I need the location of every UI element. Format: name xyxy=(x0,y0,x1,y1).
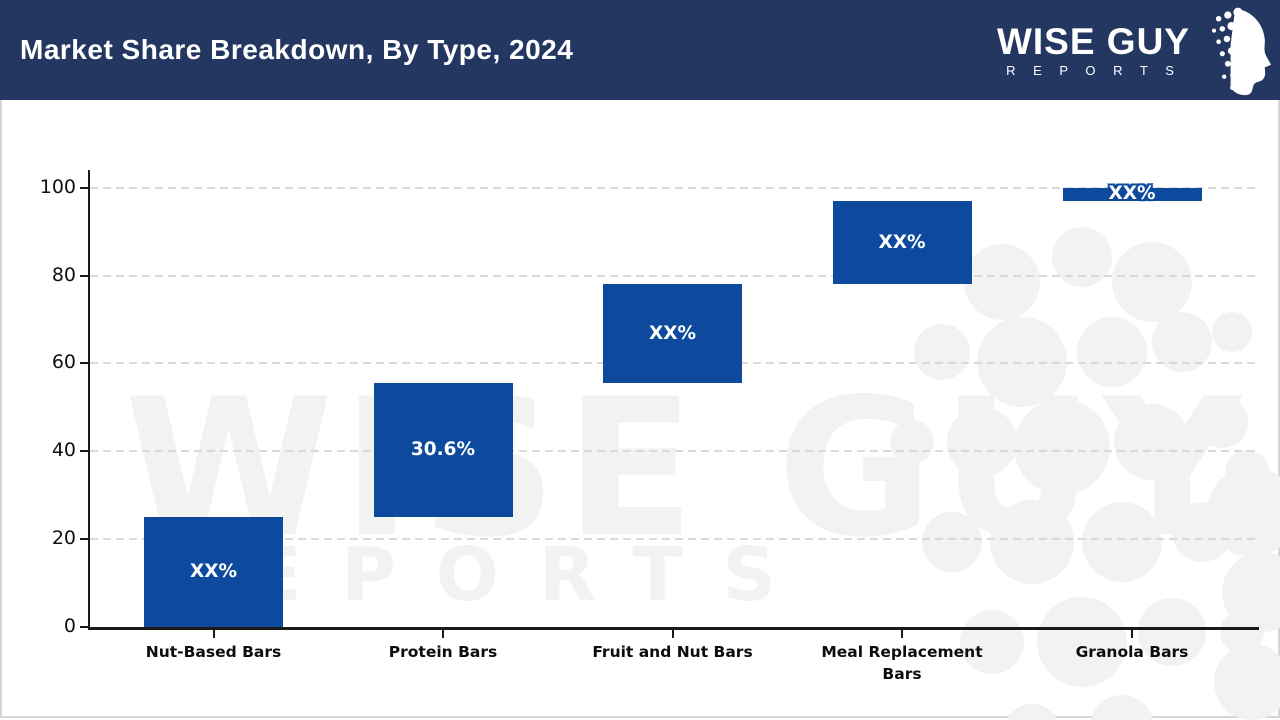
category-label: Granola Bars xyxy=(1075,643,1189,661)
bar-value-label: XX% xyxy=(189,561,238,583)
chart-area: WISE GUY REPORTS 0 20 40 60 80 100 Nut-Based B… xyxy=(0,100,1280,720)
y-tick xyxy=(80,450,88,453)
y-tick xyxy=(80,538,88,541)
logo: WISE GUY R E P O R T S xyxy=(997,0,1272,100)
x-tick xyxy=(442,630,444,638)
gridline xyxy=(90,274,1259,277)
logo-text: WISE GUY R E P O R T S xyxy=(997,23,1190,78)
category-label: Fruit and Nut Bars xyxy=(592,643,753,661)
bar xyxy=(832,200,972,285)
x-tick xyxy=(1131,630,1133,638)
bar xyxy=(1062,187,1202,201)
gridline xyxy=(90,450,1259,453)
logo-name: WISE GUY xyxy=(996,20,1190,62)
y-tick xyxy=(80,274,88,277)
y-tick-label: 0 xyxy=(63,615,76,637)
y-tick-label: 60 xyxy=(51,351,76,374)
x-axis-line xyxy=(88,627,1259,630)
y-tick xyxy=(80,186,88,189)
watermark-face-icon xyxy=(890,227,1280,720)
bar-value-label: XX% xyxy=(648,322,697,344)
x-tick xyxy=(901,630,903,638)
bar xyxy=(373,382,513,518)
category-label: Nut-Based Bars xyxy=(145,643,282,661)
bar-value-label: XX% xyxy=(878,231,926,253)
face-logo-icon xyxy=(1212,7,1272,96)
y-tick-label: 100 xyxy=(39,175,76,198)
bar-value-label: XX% xyxy=(1108,183,1156,205)
y-tick xyxy=(80,362,88,365)
gridline xyxy=(90,186,1259,189)
y-tick-label: 80 xyxy=(51,263,76,286)
bar xyxy=(603,284,742,383)
logo-subtitle: R E P O R T S xyxy=(1006,62,1181,78)
y-tick-label: 40 xyxy=(51,439,76,462)
y-tick-label: 20 xyxy=(51,527,76,550)
gridline xyxy=(90,538,1259,541)
bar xyxy=(144,517,283,627)
bar-value-label: 30.6% xyxy=(410,438,476,460)
page-title: Market Share Breakdown, By Type, 2024 xyxy=(20,34,574,65)
header-bar: Market Share Breakdown, By Type, 2024 WI… xyxy=(0,0,1280,100)
category-label: Meal Replacement Bars xyxy=(821,643,983,684)
category-label: Protein Bars xyxy=(388,643,498,661)
y-tick xyxy=(80,626,88,628)
y-axis-line xyxy=(88,170,90,629)
x-tick xyxy=(671,630,674,638)
x-tick xyxy=(212,630,215,638)
